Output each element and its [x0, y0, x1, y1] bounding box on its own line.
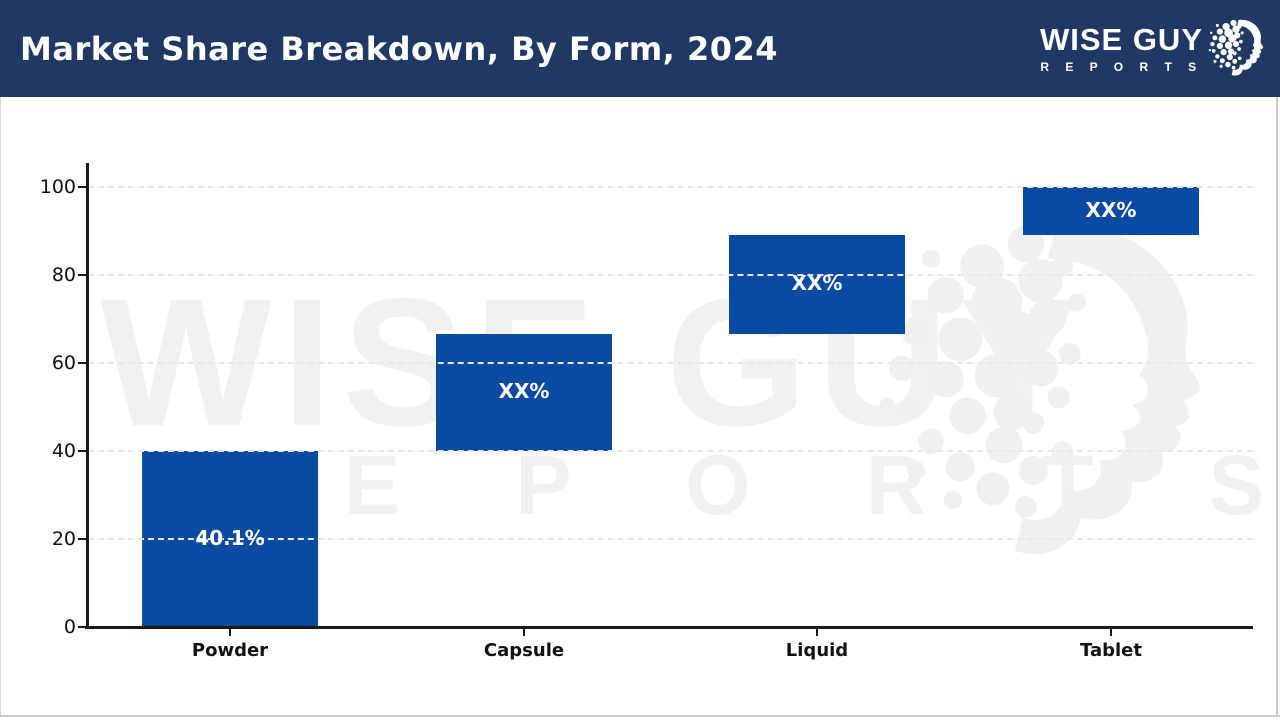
- gridline-80: [88, 274, 1253, 276]
- y-tick-label: 80: [51, 264, 76, 286]
- x-tick-mark: [1110, 627, 1112, 636]
- page-edge-left: [0, 97, 1, 716]
- y-axis-spine: [86, 163, 89, 629]
- y-tick-mark: [78, 538, 88, 540]
- y-tick-label: 60: [51, 352, 76, 374]
- bar-tablet: [1023, 187, 1199, 235]
- y-tick-mark: [78, 186, 88, 188]
- gridline-60: [88, 362, 1253, 364]
- x-tick-mark: [523, 627, 525, 636]
- x-category-label: Powder: [191, 640, 269, 661]
- gridline-40: [88, 450, 1253, 452]
- page-edge-right: [1276, 97, 1278, 716]
- y-tick-label: 100: [39, 176, 76, 198]
- header: Market Share Breakdown, By Form, 2024 WI…: [0, 0, 1280, 97]
- bar-value-label: XX%: [791, 271, 843, 296]
- bar-value-label: XX%: [498, 379, 550, 404]
- x-category-label: Liquid: [785, 640, 849, 661]
- x-axis-spine: [85, 626, 1253, 629]
- x-category-label: Capsule: [483, 640, 565, 661]
- gridline-20: [88, 538, 1253, 540]
- x-tick-mark: [816, 627, 818, 636]
- watermark-face-icon: [879, 225, 1200, 555]
- y-tick-mark: [78, 274, 88, 276]
- chart-area: WISE GUY R E P O R T S 0 20 40 60 80 100 40.1%…: [0, 97, 1280, 720]
- gridline-100: [88, 186, 1253, 188]
- y-tick-label: 0: [63, 616, 76, 638]
- logo-subtext: R E P O R T S: [1040, 59, 1203, 74]
- y-tick-mark: [78, 626, 88, 628]
- chart-title: Market Share Breakdown, By Form, 2024: [20, 29, 779, 68]
- x-category-label: Tablet: [1080, 640, 1142, 661]
- y-tick-mark: [78, 450, 88, 452]
- logo-wordmark: WISE GUY: [1039, 21, 1203, 57]
- bar-liquid: [729, 234, 905, 334]
- y-tick-label: 20: [51, 528, 76, 550]
- bar-value-label: 40.1%: [195, 525, 265, 550]
- x-tick-mark: [229, 627, 231, 636]
- y-tick-mark: [78, 362, 88, 364]
- bar-capsule: [436, 333, 612, 451]
- y-tick-label: 40: [51, 440, 76, 462]
- wise-guy-logo: WISE GUY R E P O R T S: [1040, 10, 1267, 87]
- page-edge-bottom: [0, 715, 1280, 717]
- logo-face-icon: [1208, 19, 1264, 76]
- logo-text: WISE GUY R E P O R T S: [1040, 24, 1203, 74]
- bar-value-label: XX%: [1085, 197, 1137, 222]
